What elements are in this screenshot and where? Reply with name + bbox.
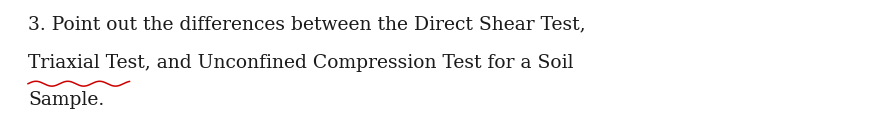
- Text: 3. Point out the differences between the Direct Shear Test,: 3. Point out the differences between the…: [28, 16, 585, 34]
- Text: Triaxial Test, and Unconfined Compression Test for a Soil: Triaxial Test, and Unconfined Compressio…: [28, 53, 573, 72]
- Text: Sample.: Sample.: [28, 91, 104, 109]
